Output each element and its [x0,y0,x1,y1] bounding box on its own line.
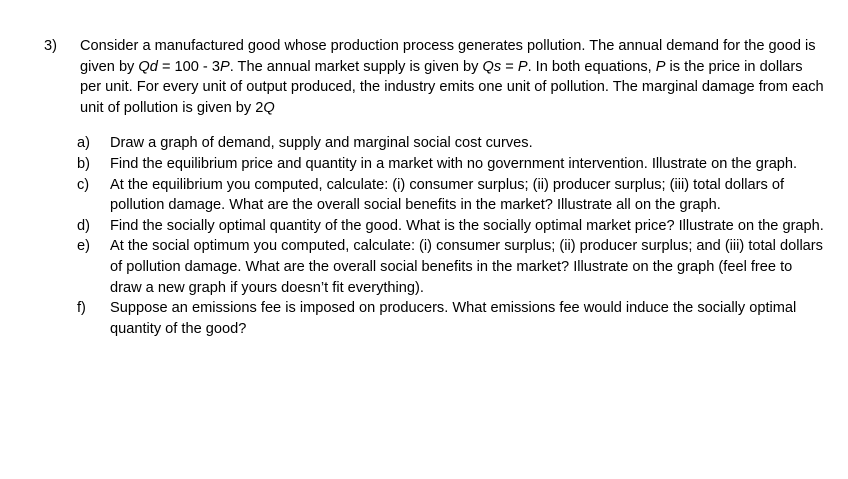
question-block: 3) Consider a manufactured good whose pr… [44,36,824,339]
sub-question-marker: c) [77,176,90,193]
question-text-run: = [501,58,518,75]
sub-question-item: f) Suppose an emissions fee is imposed on… [77,298,824,339]
question-paragraph: Consider a manufactured good whose produ… [80,36,824,118]
question-text-run: = 100 - 3 [157,58,220,75]
math-symbol: Q [263,99,275,116]
sub-question-marker: a) [77,135,90,152]
sub-question-marker: d) [77,217,90,234]
sub-question-text: Find the equilibrium price and quantity … [110,155,798,172]
sub-question-text: Find the socially optimal quantity of th… [110,217,824,234]
sub-question-marker: b) [77,155,90,172]
sub-question-item: d) Find the socially optimal quantity of … [77,216,824,237]
sub-question-text: At the equilibrium you computed, calcula… [110,176,785,214]
sub-question-text: Draw a graph of demand, supply and margi… [110,135,533,152]
sub-question-item: c) At the equilibrium you computed, calcu… [77,175,824,216]
sub-question-marker: e) [77,238,90,255]
question-text-run: . The annual market supply is given by [229,58,483,75]
question-row: 3) Consider a manufactured good whose pr… [44,36,824,118]
sub-question-item: a) Draw a graph of demand, supply and mar… [77,133,824,154]
question-text-run: is the price in dollars per unit. For ev… [80,58,824,116]
math-symbol: P [655,58,666,75]
sub-question-marker: f) [77,300,86,317]
math-symbol: Qd [138,58,158,75]
math-symbol: P [517,58,528,75]
sub-question-item: e) At the social optimum you computed, ca… [77,236,824,298]
question-number-marker: 3) [44,38,57,54]
sub-question-item: b) Find the equilibrium price and quantit… [77,154,824,175]
sub-question-text: Suppose an emissions fee is imposed on p… [110,300,797,337]
math-symbol: Qs [482,58,502,75]
math-symbol: P [219,58,230,75]
sub-question-text: At the social optimum you computed, calc… [110,238,823,296]
question-text-run: . In both equations, [527,58,656,75]
question-text-run: Consider a manufactured good whose produ… [80,38,816,75]
sub-question-list: a) Draw a graph of demand, supply and mar… [44,133,824,339]
